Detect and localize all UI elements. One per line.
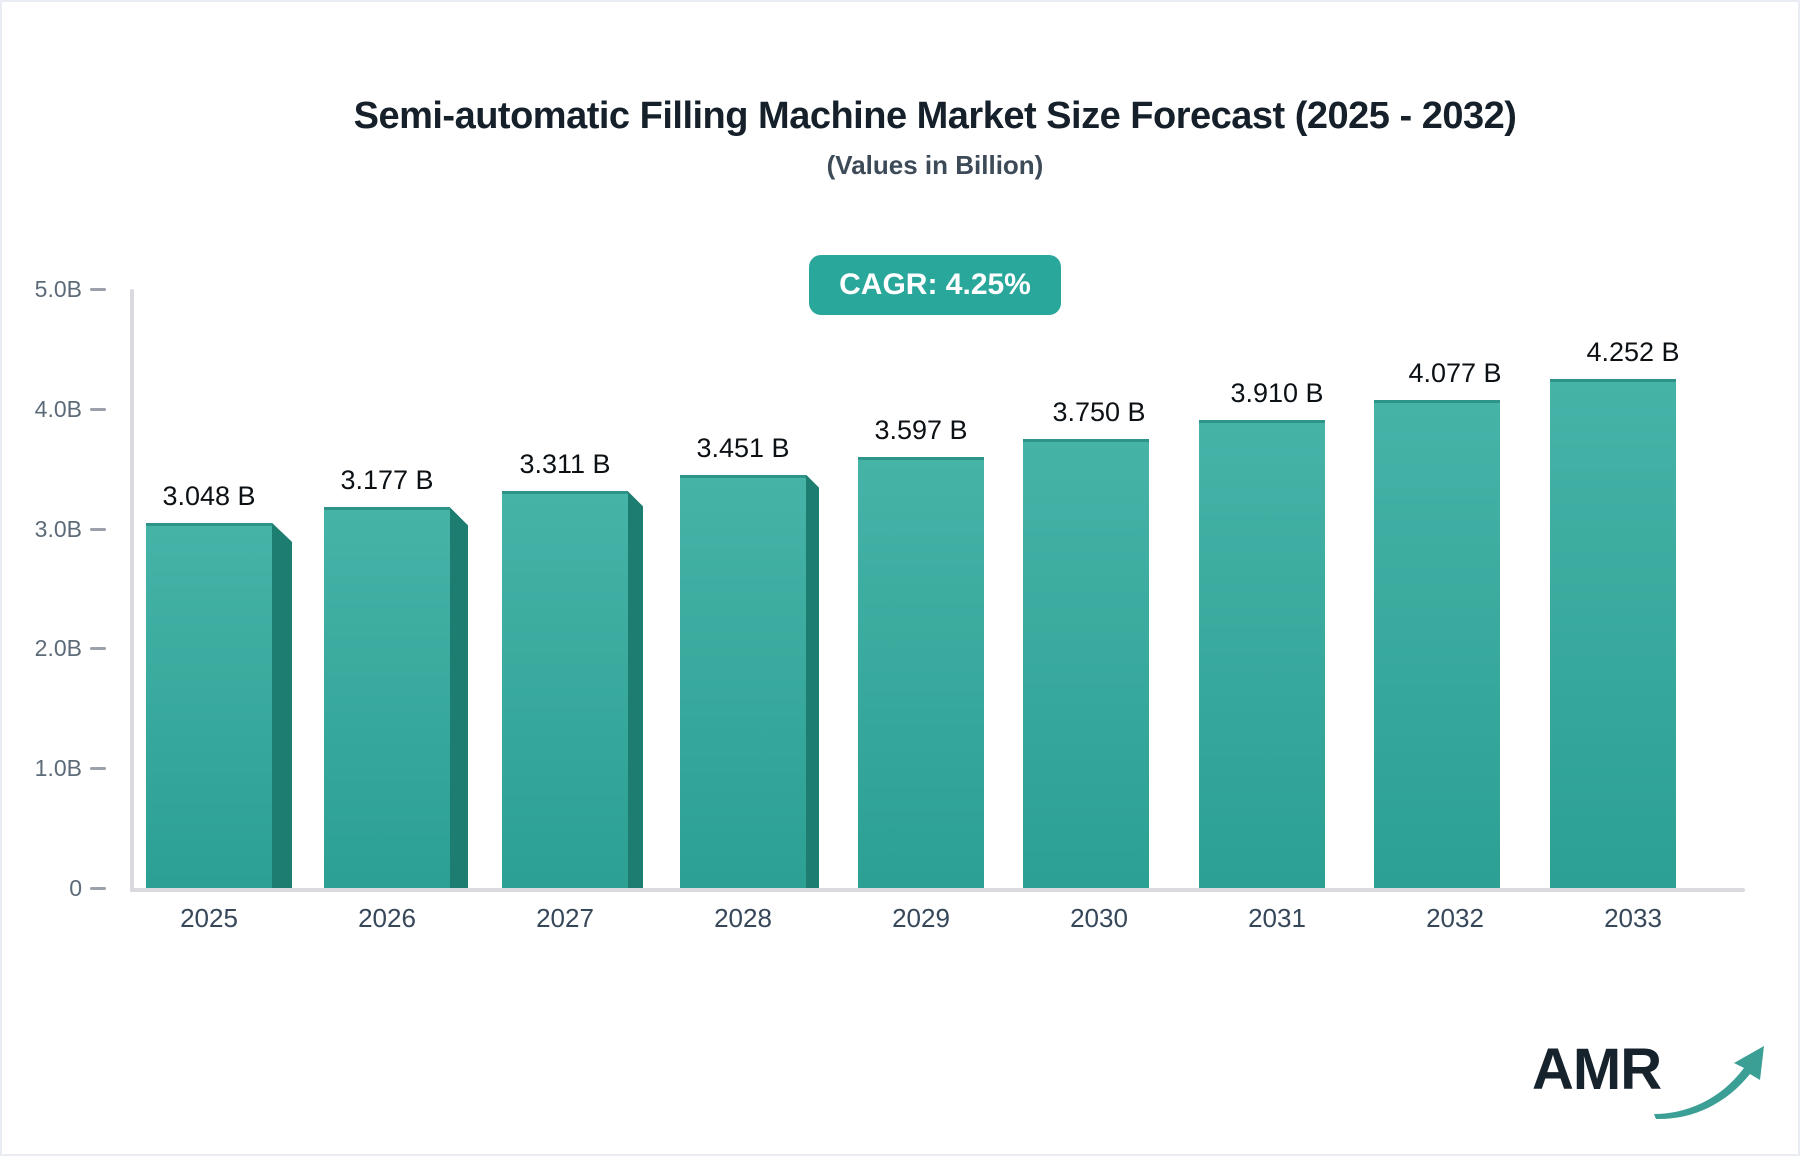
y-tick-label: 2.0B <box>34 635 82 662</box>
x-tick-label: 2027 <box>536 903 594 933</box>
bar-2025 <box>146 522 292 888</box>
bar-value-label: 4.252 B <box>1586 336 1680 367</box>
bar-face-2031 <box>1199 419 1325 888</box>
bar-2031 <box>1199 419 1340 888</box>
bar-value-label: 3.311 B <box>519 449 611 480</box>
bar-side-2026 <box>450 507 468 888</box>
bar-2032 <box>1374 399 1518 888</box>
growth-arrow-icon <box>1654 1046 1764 1120</box>
y-tick-label: 4.0B <box>34 395 82 422</box>
bar-face-2025 <box>146 522 272 888</box>
bar-value-label: 3.910 B <box>1230 377 1324 408</box>
x-tick-label: 2033 <box>1604 903 1662 933</box>
y-tick-label: 5.0B <box>34 276 82 302</box>
y-tick-mark <box>90 647 106 651</box>
bar-value-label: 3.750 B <box>1052 396 1146 427</box>
bar-2027 <box>502 491 643 888</box>
amr-logo-text: AMR <box>1532 1037 1662 1102</box>
bar-value-label: 3.597 B <box>874 415 968 446</box>
bar-2026 <box>324 507 468 888</box>
x-tick-label: 2029 <box>892 903 950 933</box>
chart-title: Semi-automatic Filling Machine Market Si… <box>353 95 1517 137</box>
bar-value-label: 3.177 B <box>340 465 434 496</box>
bar-2030 <box>1023 438 1162 888</box>
bar-face-2028 <box>680 474 806 888</box>
y-tick-label: 0 <box>69 875 82 901</box>
y-tick-mark <box>90 407 106 411</box>
x-tick-label: 2025 <box>180 903 238 933</box>
bar-face-2029 <box>858 457 984 888</box>
amr-logo: AMR <box>1524 1030 1774 1125</box>
bar-side-2028 <box>806 474 819 888</box>
x-axis-line <box>130 888 1745 892</box>
bar-face-2026 <box>324 507 450 888</box>
y-tick-mark <box>90 887 106 890</box>
x-tick-label: 2026 <box>358 903 416 933</box>
bar-value-label: 3.451 B <box>696 432 790 463</box>
x-tick-label: 2028 <box>714 903 772 933</box>
bar-value-label: 3.048 B <box>162 480 256 511</box>
bar-face-2027 <box>502 491 628 888</box>
cagr-badge: CAGR: 4.25% <box>809 255 1061 315</box>
y-tick-mark <box>90 288 106 291</box>
y-tick-label: 1.0B <box>34 755 82 782</box>
cagr-badge-row: CAGR: 4.25% <box>72 255 1798 315</box>
chart-subtitle: (Values in Billion) <box>826 150 1044 180</box>
bar-side-2027 <box>628 491 643 888</box>
x-tick-label: 2030 <box>1070 903 1128 933</box>
x-tick-label: 2031 <box>1248 903 1306 933</box>
bar-face-2030 <box>1023 438 1149 888</box>
bar-value-label: 4.077 B <box>1408 357 1502 388</box>
x-tick-label: 2032 <box>1426 903 1484 933</box>
y-tick-mark <box>90 767 106 771</box>
y-tick-label: 3.0B <box>34 515 82 542</box>
bar-face-2032 <box>1374 399 1500 888</box>
bar-face-2033 <box>1550 378 1676 888</box>
bar-2033 <box>1550 378 1696 888</box>
bar-2029 <box>858 457 984 888</box>
y-axis-line <box>130 289 134 892</box>
bar-side-2025 <box>272 522 292 888</box>
y-tick-mark <box>90 527 106 531</box>
bar-2028 <box>680 474 819 888</box>
